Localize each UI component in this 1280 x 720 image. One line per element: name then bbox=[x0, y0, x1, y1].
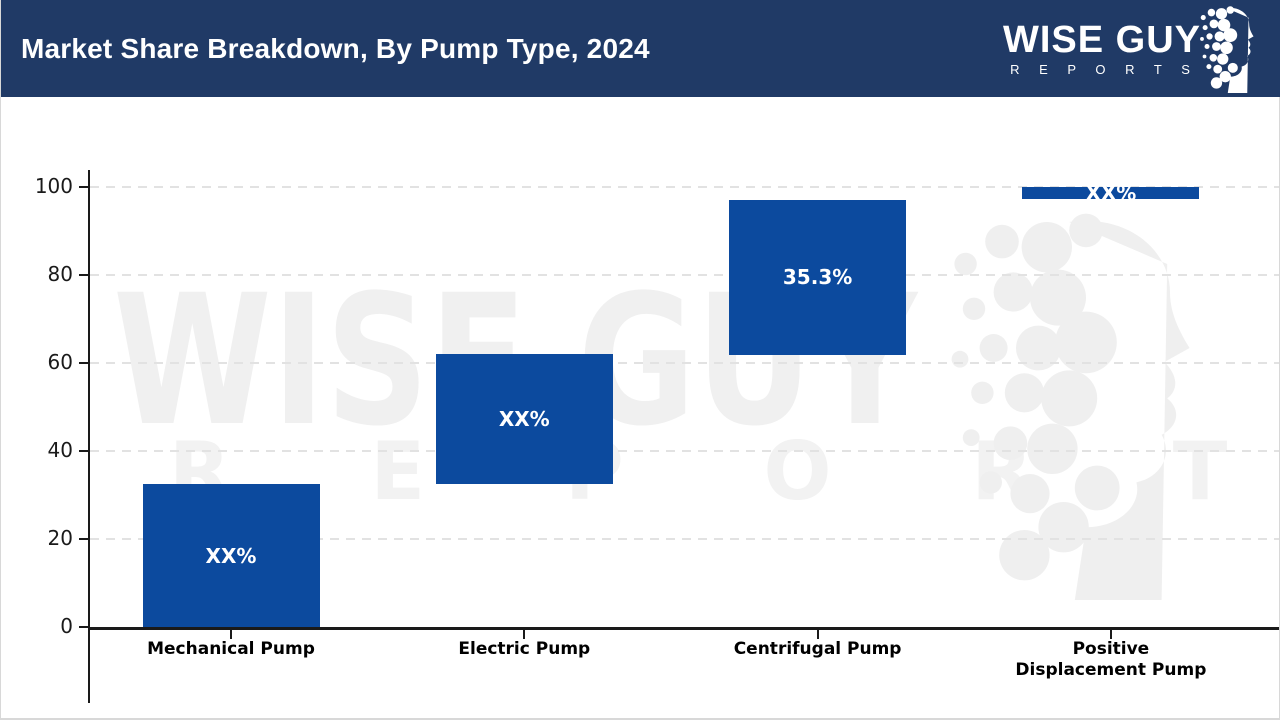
brand-subtitle: R E P O R T S bbox=[1010, 61, 1198, 77]
bar-label-electric-pump: XX% bbox=[498, 407, 550, 432]
y-tick-80 bbox=[79, 274, 88, 276]
header-bar: Market Share Breakdown, By Pump Type, 20… bbox=[1, 0, 1280, 97]
bar-label-positive-displacement-pump: XX% bbox=[1085, 180, 1137, 205]
y-tick-20 bbox=[79, 538, 88, 540]
y-tick-100 bbox=[79, 186, 88, 188]
y-tick-0 bbox=[79, 626, 88, 628]
dotted-face-logo-icon bbox=[1185, 5, 1263, 93]
bar-label-centrifugal-pump: 35.3% bbox=[782, 265, 853, 290]
x-tick-positive-displacement-pump bbox=[1109, 630, 1112, 639]
x-tick-centrifugal-pump bbox=[816, 630, 819, 639]
page-title: Market Share Breakdown, By Pump Type, 20… bbox=[21, 32, 650, 64]
brand-name: WISE GUY bbox=[1002, 18, 1201, 61]
bar-positive-displacement-pump bbox=[1022, 187, 1200, 199]
bar-centrifugal-pump bbox=[729, 199, 907, 356]
x-axis-line bbox=[88, 627, 1279, 630]
bar-label-mechanical-pump: XX% bbox=[205, 543, 257, 568]
waterfall-chart: 0 20 40 60 80 100 Mechanical Pump Electric Pump… bbox=[1, 97, 1280, 720]
gridline-80 bbox=[90, 274, 1279, 276]
y-tick-label-60: 60 bbox=[47, 350, 73, 374]
gridline-40 bbox=[90, 450, 1279, 452]
gridline-60 bbox=[90, 362, 1279, 364]
y-tick-label-0: 0 bbox=[60, 614, 73, 638]
brand-logo-text: WISE GUY R E P O R T S bbox=[1003, 21, 1201, 77]
y-tick-label-40: 40 bbox=[47, 438, 73, 462]
gridline-20 bbox=[90, 538, 1279, 540]
x-tick-mechanical-pump bbox=[230, 630, 232, 639]
x-label-electric-pump: Electric Pump bbox=[458, 639, 591, 659]
y-tick-label-100: 100 bbox=[34, 174, 73, 198]
x-label-mechanical-pump: Mechanical Pump bbox=[147, 639, 315, 659]
x-label-positive-displacement-pump: Positive Displacement Pump bbox=[1015, 639, 1207, 680]
y-tick-label-20: 20 bbox=[47, 526, 73, 550]
x-tick-electric-pump bbox=[523, 630, 526, 639]
brand-logo: WISE GUY R E P O R T S bbox=[1003, 0, 1263, 97]
x-label-centrifugal-pump: Centrifugal Pump bbox=[733, 639, 902, 659]
y-axis-line bbox=[88, 170, 90, 703]
bar-mechanical-pump bbox=[142, 484, 320, 627]
y-tick-40 bbox=[79, 450, 88, 452]
bar-electric-pump bbox=[435, 354, 613, 484]
gridline-100 bbox=[90, 186, 1279, 188]
y-tick-label-80: 80 bbox=[47, 262, 73, 286]
y-tick-60 bbox=[79, 362, 88, 364]
